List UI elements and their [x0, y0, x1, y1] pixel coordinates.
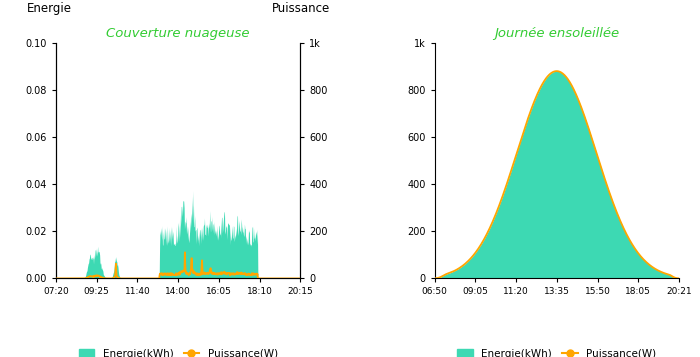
Title: Journée ensoleillée: Journée ensoleillée [494, 27, 620, 40]
Legend: Energie(kWh), Puissance(W): Energie(kWh), Puissance(W) [74, 345, 282, 357]
Text: Energie: Energie [27, 1, 71, 15]
Text: Puissance: Puissance [272, 1, 330, 15]
Legend: Energie(kWh), Puissance(W): Energie(kWh), Puissance(W) [453, 345, 661, 357]
Title: Couverture nuageuse: Couverture nuageuse [106, 27, 250, 40]
